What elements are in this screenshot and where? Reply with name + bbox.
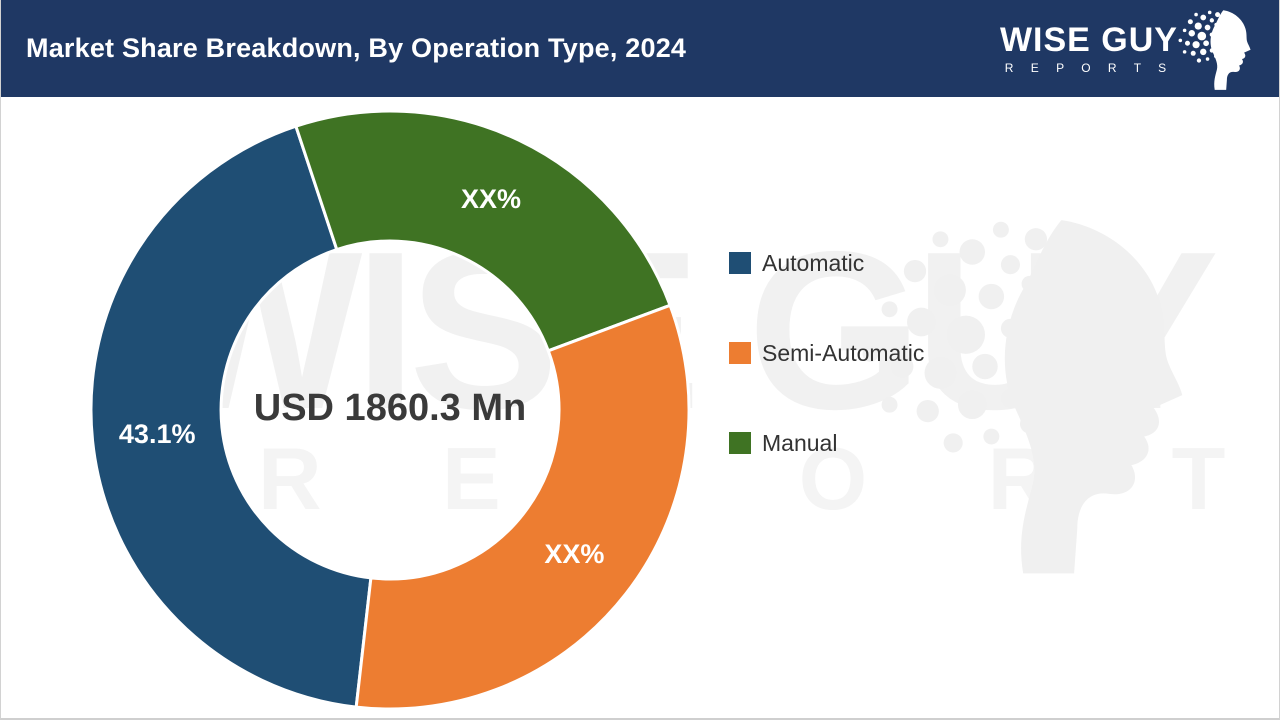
logo-line2: R E P O R T S xyxy=(1004,60,1174,75)
donut-slice-automatic xyxy=(89,124,373,709)
header-bar: Market Share Breakdown, By Operation Typ… xyxy=(0,0,1280,97)
donut-slice-semi-automatic xyxy=(354,303,691,711)
legend-label-semi-automatic: Semi-Automatic xyxy=(762,339,925,366)
slice-label-automatic: 43.1% xyxy=(119,419,196,449)
logo-wordmark: WISE GUY R E P O R T S xyxy=(1000,23,1178,75)
donut-center-label: USD 1860.3 Mn xyxy=(253,387,527,429)
legend-swatch-automatic xyxy=(729,252,751,274)
donut-slice-manual xyxy=(294,109,672,353)
legend-item-automatic: Automatic xyxy=(729,247,924,279)
legend-label-manual: Manual xyxy=(762,429,838,456)
wiseguy-face-icon xyxy=(1178,9,1251,90)
chart-legend: Automatic Semi-Automatic Manual xyxy=(729,247,924,517)
legend-swatch-semi-automatic xyxy=(729,342,751,364)
legend-item-semi-automatic: Semi-Automatic xyxy=(729,337,924,369)
watermark-face-icon xyxy=(862,220,1183,574)
legend-swatch-manual xyxy=(729,432,751,454)
wiseguy-logo: WISE GUY R E P O R T S xyxy=(1000,6,1254,92)
slice-label-manual: XX% xyxy=(461,184,521,214)
donut-chart: 43.1% XX% XX% xyxy=(89,109,691,711)
slice-label-semi-automatic: XX% xyxy=(544,539,604,569)
legend-item-manual: Manual xyxy=(729,427,924,459)
legend-label-automatic: Automatic xyxy=(762,249,865,276)
page-title: Market Share Breakdown, By Operation Typ… xyxy=(26,33,687,63)
logo-line1: WISE GUY xyxy=(999,20,1178,59)
